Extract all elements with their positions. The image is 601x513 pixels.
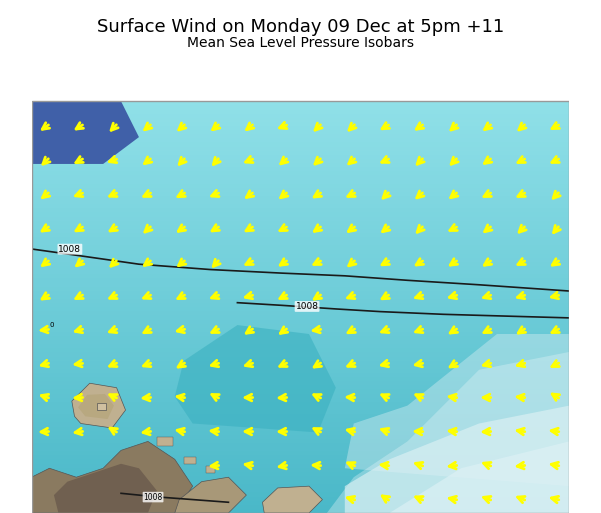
Text: 1008: 1008 [144, 492, 163, 502]
Polygon shape [327, 352, 570, 513]
Text: Mean Sea Level Pressure Isobars: Mean Sea Level Pressure Isobars [187, 36, 414, 50]
Polygon shape [175, 325, 336, 432]
Polygon shape [78, 394, 114, 419]
Bar [97, 403, 106, 410]
Polygon shape [206, 466, 215, 472]
Polygon shape [389, 441, 570, 513]
Polygon shape [345, 334, 570, 486]
Text: 0: 0 [49, 322, 54, 328]
Polygon shape [263, 486, 322, 513]
Text: Surface Wind on Monday 09 Dec at 5pm +11: Surface Wind on Monday 09 Dec at 5pm +11 [97, 18, 504, 36]
Polygon shape [157, 437, 173, 446]
Polygon shape [31, 441, 193, 513]
Bar [31, 101, 570, 513]
Polygon shape [54, 464, 157, 513]
Polygon shape [175, 477, 246, 513]
Polygon shape [72, 383, 126, 428]
Text: 1008: 1008 [296, 302, 319, 311]
Polygon shape [184, 457, 197, 464]
Polygon shape [345, 406, 570, 513]
Polygon shape [31, 101, 139, 164]
Text: 1008: 1008 [58, 245, 81, 253]
